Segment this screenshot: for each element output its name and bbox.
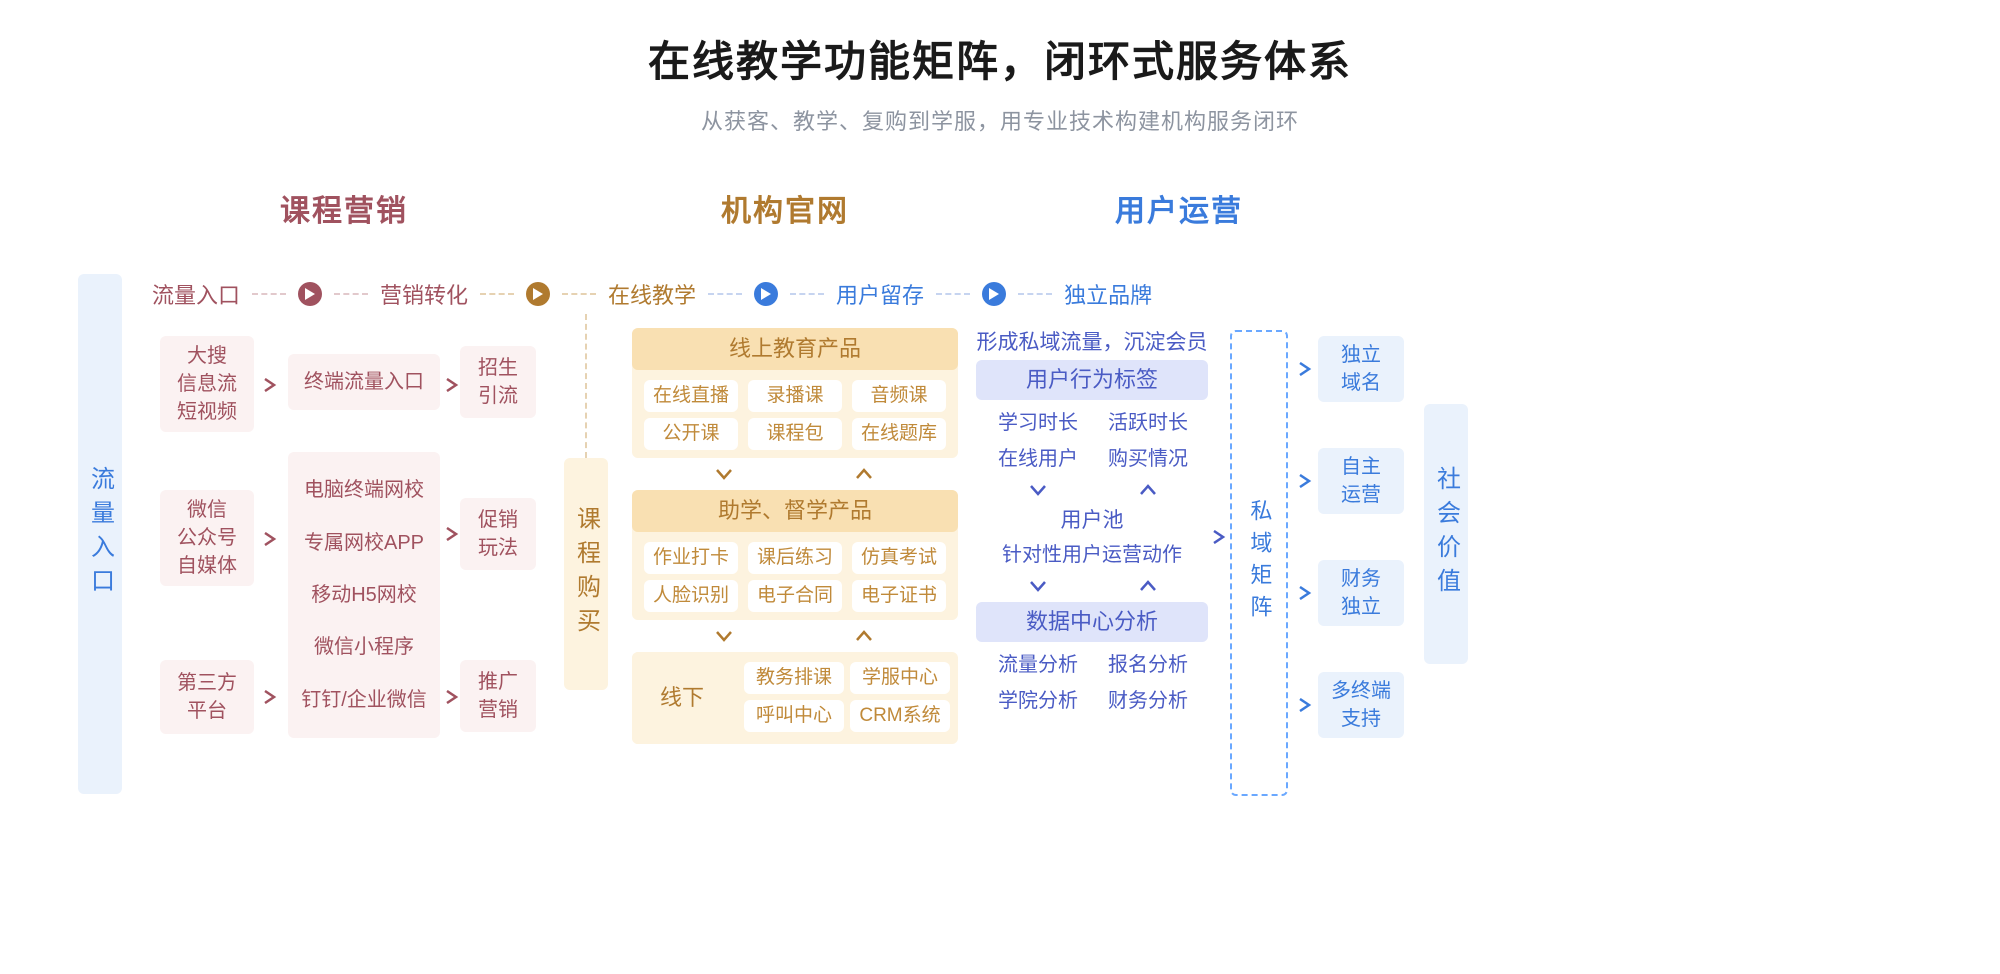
pillar-social-value: 社会价值 (1424, 404, 1468, 664)
teach-online-5: 在线题库 (852, 418, 946, 450)
chevron-right-icon (263, 378, 277, 392)
stage-row: 流量入口 营销转化 在线教学 用户留存 独立品牌 (152, 278, 1412, 310)
mid-terminals-group: 电脑终端网校 专属网校APP 移动H5网校 微信小程序 钉钉/企业微信 (288, 452, 440, 738)
stage-brand: 独立品牌 (1064, 278, 1152, 310)
mid-app: 专属网校APP (304, 529, 424, 557)
section-official: 机构官网 (721, 186, 849, 230)
teach-assist-hdr: 助学、督学产品 (632, 490, 958, 532)
page-subtitle: 从获客、教学、复购到学服，用专业技术构建机构服务闭环 (0, 104, 2000, 136)
chevron-right-icon (1298, 586, 1312, 600)
teach-offline-2: 呼叫中心 (744, 700, 844, 732)
chevron-down-icon (716, 468, 732, 480)
retention-pool: 用户池 (976, 506, 1208, 536)
teach-assist-2: 仿真考试 (852, 542, 946, 574)
section-marketing: 课程营销 (280, 186, 408, 230)
teach-assist-3: 人脸识别 (644, 580, 738, 612)
mid-miniprogram: 微信小程序 (314, 633, 414, 661)
retention-behavior-1: 活跃时长 (1096, 408, 1200, 438)
teach-assist-0: 作业打卡 (644, 542, 738, 574)
retention-pool-sub: 针对性用户运营动作 (976, 540, 1208, 570)
chevron-up-icon (856, 468, 872, 480)
retention-data-0: 流量分析 (986, 650, 1090, 680)
teach-online-hdr: 线上教育产品 (632, 328, 958, 370)
play-icon (754, 282, 778, 306)
chevron-right-icon (1298, 698, 1312, 712)
brand-multiterm: 多终端 支持 (1318, 672, 1404, 738)
retention-behavior-hdr: 用户行为标签 (976, 360, 1208, 400)
chevron-up-icon (1140, 484, 1156, 496)
chevron-right-icon (1298, 362, 1312, 376)
page-title: 在线教学功能矩阵，闭环式服务体系 (0, 28, 2000, 89)
teach-online-0: 在线直播 (644, 380, 738, 412)
retention-data-hdr: 数据中心分析 (976, 602, 1208, 642)
chevron-down-icon (716, 630, 732, 642)
mid-dingtalk: 钉钉/企业微信 (301, 686, 427, 714)
stage-teaching: 在线教学 (608, 278, 696, 310)
play-icon (526, 282, 550, 306)
teach-online-4: 课程包 (748, 418, 842, 450)
chevron-up-icon (856, 630, 872, 642)
retention-behavior-2: 在线用户 (986, 444, 1090, 474)
stage-traffic: 流量入口 (152, 278, 240, 310)
chevron-right-icon (445, 378, 459, 392)
chevron-right-icon (445, 527, 459, 541)
chevron-right-icon (445, 690, 459, 704)
chevron-up-icon (1140, 580, 1156, 592)
mid-h5: 移动H5网校 (311, 581, 417, 609)
conv-recruit: 招生 引流 (460, 346, 536, 418)
play-icon (298, 282, 322, 306)
teach-online-3: 公开课 (644, 418, 738, 450)
retention-data-1: 报名分析 (1096, 650, 1200, 680)
src-3rd: 第三方 平台 (160, 660, 254, 734)
brand-domain: 独立 域名 (1318, 336, 1404, 402)
conv-promo: 促销 玩法 (460, 498, 536, 570)
stage-retention: 用户留存 (836, 278, 924, 310)
chevron-right-icon (1212, 530, 1226, 544)
retention-behavior-0: 学习时长 (986, 408, 1090, 438)
teach-offline-3: CRM系统 (850, 700, 950, 732)
teach-offline-0: 教务排课 (744, 662, 844, 694)
teach-offline-hdr: 线下 (632, 652, 732, 744)
teach-online-2: 音频课 (852, 380, 946, 412)
src-wechat: 微信 公众号 自媒体 (160, 490, 254, 586)
pillar-traffic: 流量入口 (78, 274, 122, 794)
retention-data-2: 学院分析 (986, 686, 1090, 716)
chevron-right-icon (263, 532, 277, 546)
teach-online-1: 录播课 (748, 380, 842, 412)
play-icon (982, 282, 1006, 306)
connector-vertical (585, 314, 587, 458)
retention-data-3: 财务分析 (1096, 686, 1200, 716)
brand-finance: 财务 独立 (1318, 560, 1404, 626)
stage-convert: 营销转化 (380, 278, 468, 310)
pillar-purchase: 课程购买 (564, 458, 608, 690)
chevron-down-icon (1030, 580, 1046, 592)
conv-spread: 推广 营销 (460, 660, 536, 732)
chevron-right-icon (263, 690, 277, 704)
chevron-down-icon (1030, 484, 1046, 496)
pillar-private-domain: 私域矩阵 (1230, 330, 1288, 796)
teach-assist-5: 电子证书 (852, 580, 946, 612)
brand-oper: 自主 运营 (1318, 448, 1404, 514)
src-dasou: 大搜 信息流 短视频 (160, 336, 254, 432)
chevron-right-icon (1298, 474, 1312, 488)
mid-pc: 电脑终端网校 (304, 476, 424, 504)
teach-offline-1: 学服中心 (850, 662, 950, 694)
mid-terminal-entry: 终端流量入口 (288, 354, 440, 410)
section-operations: 用户运营 (1115, 186, 1243, 230)
retention-behavior-3: 购买情况 (1096, 444, 1200, 474)
teach-assist-4: 电子合同 (748, 580, 842, 612)
teach-assist-1: 课后练习 (748, 542, 842, 574)
